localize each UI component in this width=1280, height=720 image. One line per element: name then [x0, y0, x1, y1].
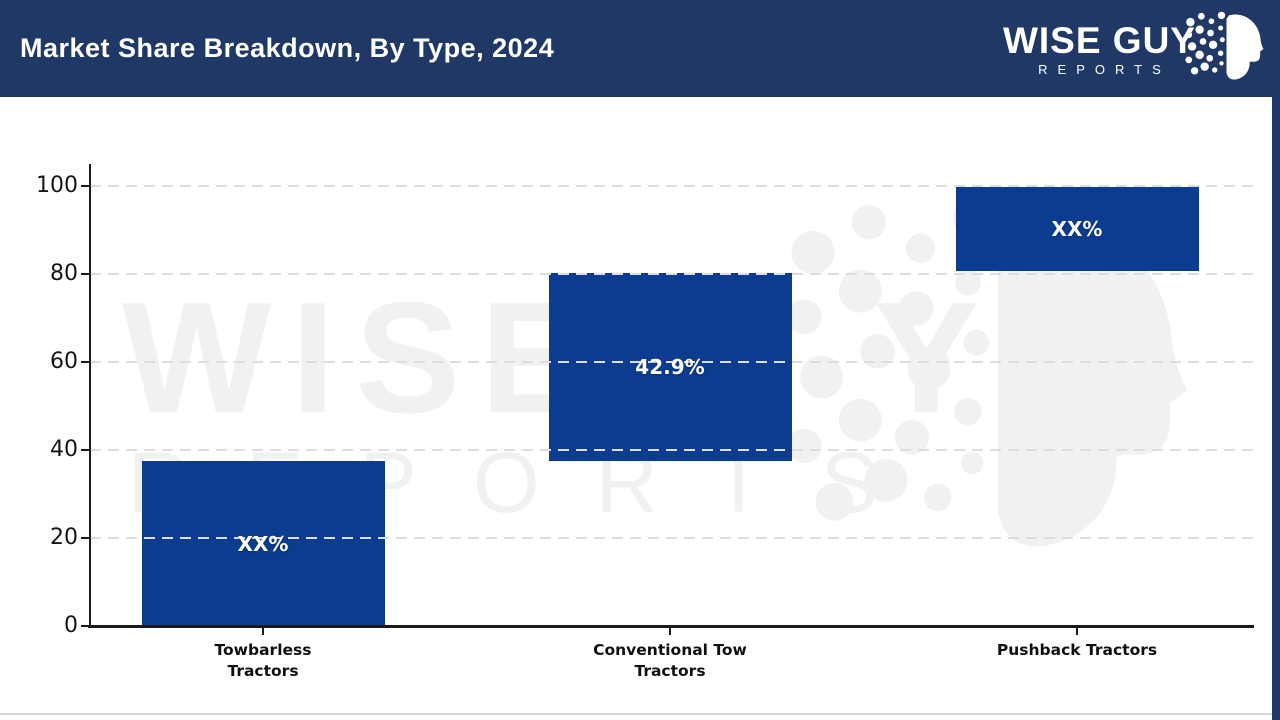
- header-bar: Market Share Breakdown, By Type, 2024 WI…: [0, 0, 1280, 97]
- y-tick-mark: [81, 537, 90, 539]
- y-tick-label: 20: [50, 525, 78, 550]
- gridline: [90, 449, 1255, 451]
- category-label-towbarless: Towbarless Tractors: [113, 640, 413, 682]
- y-axis-line: [89, 164, 91, 628]
- category-label-line: Conventional Tow: [593, 641, 747, 659]
- category-label-line: Tractors: [227, 662, 299, 680]
- bottom-divider: [0, 713, 1272, 715]
- category-label-line: Towbarless: [214, 641, 312, 659]
- gridline: [90, 537, 1255, 539]
- y-tick-label: 80: [50, 261, 78, 286]
- brand-logo-text: WISE GUY REPORTS: [1002, 20, 1196, 78]
- category-label-conventional: Conventional Tow Tractors: [520, 640, 820, 682]
- bar-value-label: 42.9%: [635, 355, 705, 380]
- gridline: [90, 185, 1255, 187]
- page-title: Market Share Breakdown, By Type, 2024: [20, 33, 555, 63]
- y-tick-mark: [81, 449, 90, 451]
- right-edge-strip: [1272, 0, 1280, 720]
- brand-logo: WISE GUY REPORTS: [1003, 9, 1266, 89]
- y-tick-mark: [81, 273, 90, 275]
- bar-pushback-tractors: XX%: [955, 186, 1199, 272]
- bar-towbarless-tractors: XX%: [141, 461, 385, 626]
- brand-head-icon: [1185, 11, 1264, 80]
- bar-value-label: XX%: [237, 531, 289, 556]
- x-tick-mark: [262, 628, 264, 635]
- y-tick-label: 40: [50, 437, 78, 462]
- x-tick-mark: [669, 628, 671, 635]
- y-tick-mark: [81, 185, 90, 187]
- brand-logo-line1: WISE GUY: [1002, 20, 1196, 61]
- brand-logo-line2: REPORTS: [1038, 62, 1171, 77]
- category-label-line: Pushback Tractors: [996, 641, 1158, 659]
- y-tick-mark: [81, 625, 90, 627]
- x-axis-line: [88, 625, 1254, 628]
- y-tick-label: 0: [64, 613, 78, 638]
- category-label-line: Tractors: [634, 662, 706, 680]
- gridline: [90, 361, 1255, 363]
- y-tick-label: 100: [36, 173, 78, 198]
- x-tick-mark: [1076, 628, 1078, 635]
- category-label-pushback: Pushback Tractors: [927, 640, 1227, 661]
- gridline: [90, 273, 1255, 275]
- y-tick-mark: [81, 361, 90, 363]
- y-tick-label: 60: [50, 349, 78, 374]
- bar-conventional-tow-tractors: 42.9%: [548, 272, 792, 462]
- bar-value-label: XX%: [1051, 217, 1103, 242]
